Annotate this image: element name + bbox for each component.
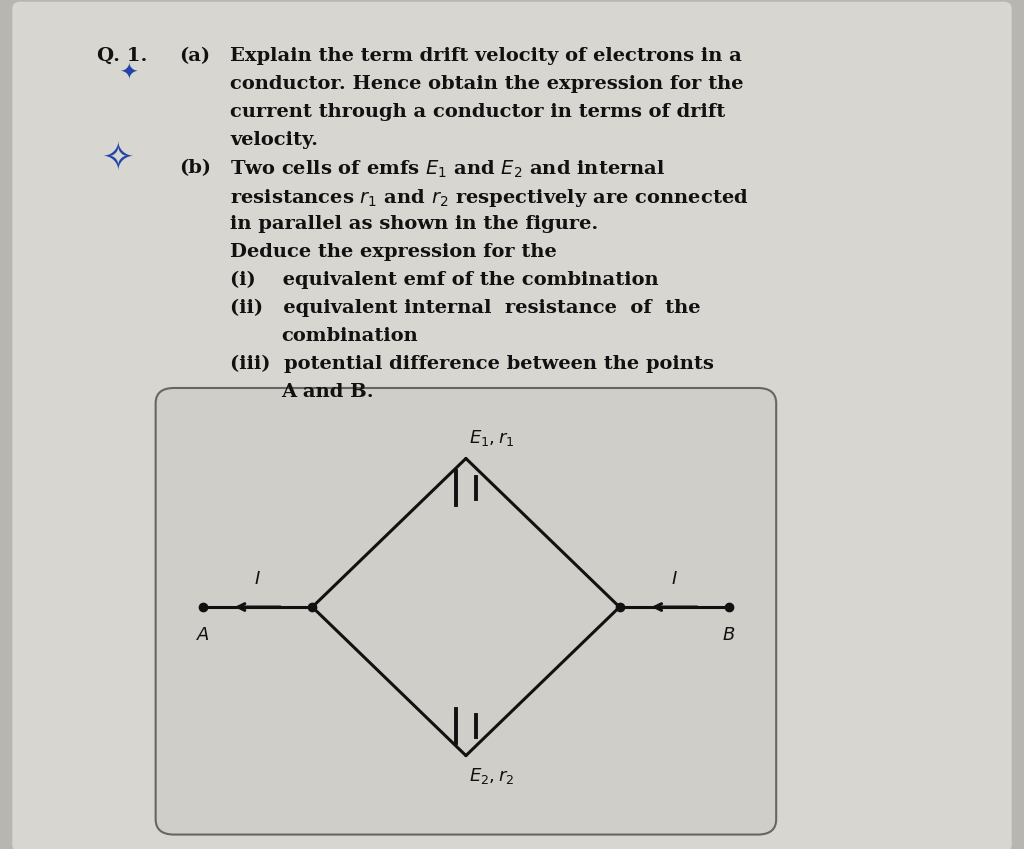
Text: resistances $r_1$ and $r_2$ respectively are connected: resistances $r_1$ and $r_2$ respectively… [230,187,749,209]
Text: Deduce the expression for the: Deduce the expression for the [230,243,557,261]
Text: $E_1, r_1$: $E_1, r_1$ [469,428,514,448]
Text: current through a conductor in terms of drift: current through a conductor in terms of … [230,103,726,121]
Text: (a): (a) [179,47,210,65]
Text: (b): (b) [179,159,211,177]
Text: (iii)  potential difference between the points: (iii) potential difference between the p… [230,355,715,373]
FancyBboxPatch shape [12,2,1012,849]
Text: $I$: $I$ [254,571,261,588]
Text: Explain the term drift velocity of electrons in a: Explain the term drift velocity of elect… [230,47,742,65]
FancyBboxPatch shape [156,388,776,835]
Text: $E_2, r_2$: $E_2, r_2$ [469,766,514,786]
Text: $A$: $A$ [196,626,210,644]
Text: $I$: $I$ [671,571,678,588]
Text: (ii)   equivalent internal  resistance  of  the: (ii) equivalent internal resistance of t… [230,299,700,317]
Text: ✧: ✧ [101,140,134,178]
Text: in parallel as shown in the figure.: in parallel as shown in the figure. [230,215,599,233]
Text: (i)    equivalent emf of the combination: (i) equivalent emf of the combination [230,271,659,289]
Text: A and B.: A and B. [282,383,374,401]
Text: Two cells of emfs $E_1$ and $E_2$ and internal: Two cells of emfs $E_1$ and $E_2$ and in… [230,159,666,180]
Text: velocity.: velocity. [230,131,318,149]
Text: conductor. Hence obtain the expression for the: conductor. Hence obtain the expression f… [230,75,743,93]
Text: $B$: $B$ [723,626,735,644]
Text: ✦: ✦ [119,64,137,84]
Text: combination: combination [282,327,419,345]
Text: Q. 1.: Q. 1. [97,47,147,65]
